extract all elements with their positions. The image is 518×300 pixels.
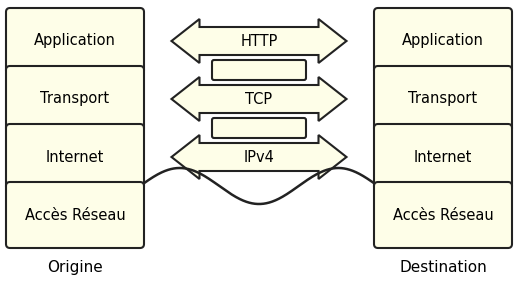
Text: IPv4: IPv4 [243,149,275,164]
Text: Destination: Destination [399,260,487,275]
Text: Transport: Transport [40,92,110,106]
FancyBboxPatch shape [6,182,144,248]
FancyBboxPatch shape [212,60,306,80]
FancyBboxPatch shape [6,66,144,132]
FancyBboxPatch shape [6,124,144,190]
Polygon shape [171,19,347,63]
FancyBboxPatch shape [374,124,512,190]
FancyBboxPatch shape [374,8,512,74]
Polygon shape [171,135,347,179]
Text: Application: Application [402,34,484,49]
Text: Internet: Internet [46,149,104,164]
Text: TCP: TCP [246,92,272,106]
Text: Application: Application [34,34,116,49]
FancyBboxPatch shape [374,182,512,248]
Text: Transport: Transport [408,92,478,106]
Text: Origine: Origine [47,260,103,275]
Text: HTTP: HTTP [240,34,278,49]
Text: Accès Réseau: Accès Réseau [25,208,125,223]
FancyBboxPatch shape [6,8,144,74]
Polygon shape [171,77,347,121]
FancyBboxPatch shape [374,66,512,132]
Text: Accès Réseau: Accès Réseau [393,208,493,223]
Text: Internet: Internet [414,149,472,164]
FancyBboxPatch shape [212,118,306,138]
